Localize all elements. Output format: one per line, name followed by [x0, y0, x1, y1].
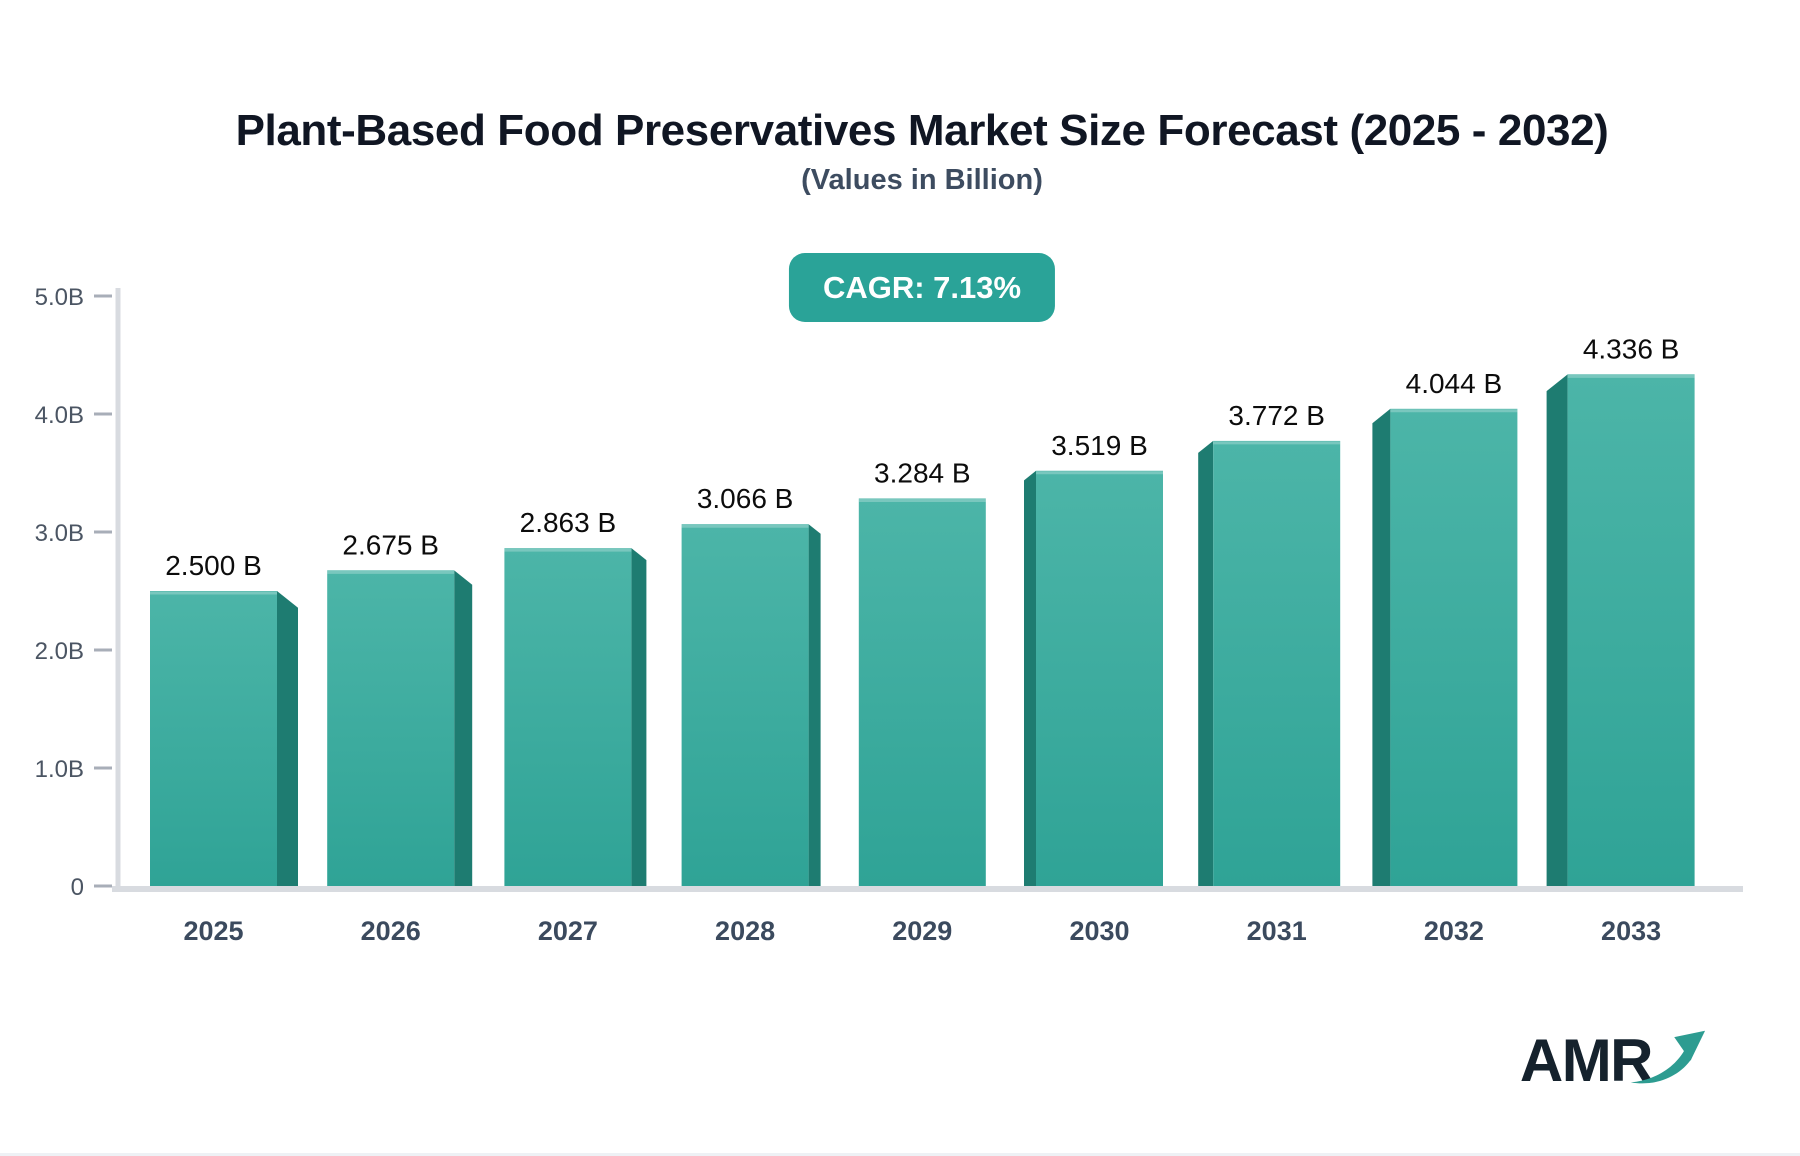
page-title: Plant-Based Food Preservatives Market Si… [235, 106, 1609, 155]
bar-2031 [1213, 440, 1341, 886]
bar-side-2026 [454, 570, 473, 886]
bar-value-label: 3.066 B [697, 483, 794, 514]
bar-value-label: 2.675 B [342, 529, 439, 560]
bar-side-2031 [1198, 440, 1214, 886]
bar-value-label: 2.863 B [520, 507, 617, 538]
x-tick-label: 2025 [183, 916, 243, 946]
bar-value-label: 4.336 B [1583, 333, 1680, 364]
y-tick-label: 5.0B [35, 284, 84, 311]
bar-value-label: 3.519 B [1051, 430, 1148, 461]
x-tick-label: 2030 [1069, 916, 1129, 946]
bar-value-label: 3.772 B [1228, 400, 1325, 431]
bar-2033 [1567, 374, 1695, 886]
chart-subtitle: (Values in Billion) [801, 164, 1043, 196]
x-tick-label: 2033 [1601, 916, 1661, 946]
cagr-badge-label: CAGR: 7.13% [822, 270, 1022, 305]
bar-side-2025 [277, 591, 298, 886]
x-tick-label: 2026 [361, 916, 421, 946]
bar-side-2027 [631, 548, 647, 886]
bar-2030 [1036, 470, 1163, 886]
bar-side-2033 [1546, 374, 1568, 886]
bar-value-label: 3.284 B [874, 457, 971, 488]
y-tick-label: 2.0B [35, 638, 84, 665]
bar-2029 [858, 498, 986, 886]
x-tick-label: 2028 [715, 916, 775, 946]
y-tick-label: 3.0B [35, 520, 84, 547]
bar-value-label: 4.044 B [1406, 368, 1503, 399]
bar-side-2032 [1372, 408, 1391, 886]
y-tick-label: 4.0B [35, 402, 84, 429]
x-tick-label: 2029 [892, 916, 952, 946]
bar-2028 [681, 524, 809, 886]
x-tick-label: 2031 [1247, 916, 1307, 946]
x-tick-label: 2032 [1424, 916, 1484, 946]
growth-arrow-icon [1630, 1030, 1706, 1084]
bar-2026 [327, 570, 455, 886]
amr-logo: AMR [1520, 1024, 1706, 1098]
bar-side-2028 [808, 524, 821, 886]
y-tick-label: 1.0B [35, 756, 84, 783]
bar-2025 [150, 591, 277, 886]
x-tick-label: 2027 [538, 916, 598, 946]
bar-value-label: 2.500 B [165, 550, 262, 581]
bar-side-2030 [1024, 470, 1036, 886]
cagr-badge: CAGR: 7.13% [788, 253, 1056, 322]
amr-logo-text: AMR [1519, 1027, 1654, 1094]
bar-2027 [504, 548, 632, 886]
y-tick-label: 0 [71, 874, 84, 901]
bar-2032 [1390, 408, 1518, 886]
